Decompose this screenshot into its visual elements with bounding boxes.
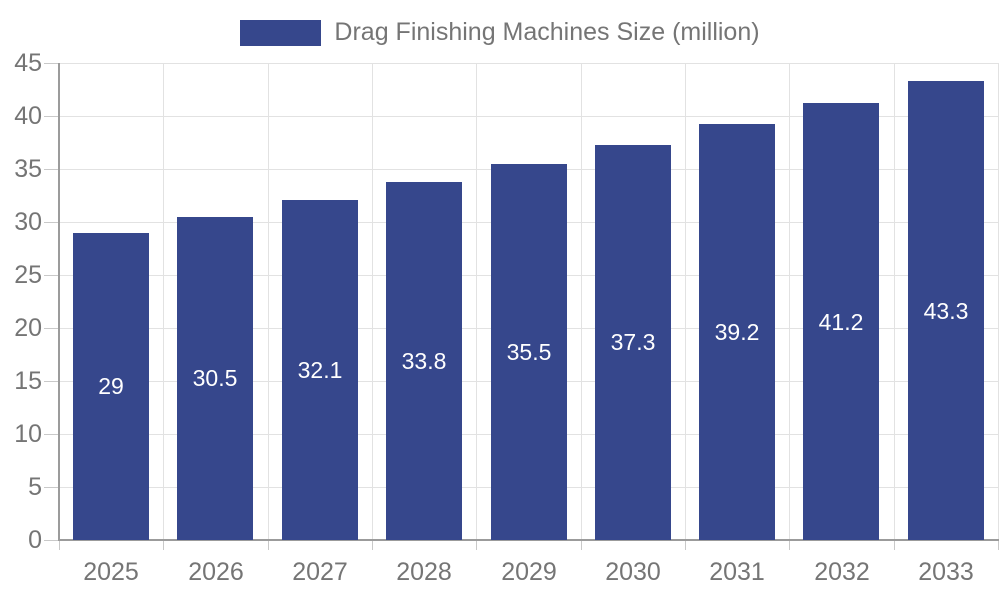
x-axis-line	[58, 539, 999, 541]
y-axis-tick	[44, 222, 59, 223]
y-axis-tick-label: 0	[28, 526, 42, 554]
y-axis-tick	[44, 381, 59, 382]
gridline-horizontal	[59, 63, 998, 64]
y-axis-tick	[44, 116, 59, 117]
y-axis-tick-label: 25	[14, 261, 42, 289]
x-axis-tick-label: 2033	[918, 558, 974, 586]
gridline-vertical	[163, 63, 164, 540]
gridline-horizontal	[59, 116, 998, 117]
legend-swatch	[240, 19, 322, 46]
y-axis-tick-label: 20	[14, 314, 42, 342]
gridline-vertical	[998, 63, 999, 540]
y-axis-tick-label: 30	[14, 208, 42, 236]
bar-2026	[177, 217, 253, 540]
bar-value-label: 30.5	[192, 365, 238, 391]
y-axis-tick	[44, 169, 59, 170]
y-axis-tick	[44, 328, 59, 329]
x-axis-tick-label: 2026	[188, 558, 244, 586]
bar-value-label: 39.2	[714, 319, 760, 345]
x-axis-tick-label: 2025	[83, 558, 139, 586]
bar-2025	[73, 233, 149, 540]
x-axis-tick-label: 2031	[709, 558, 765, 586]
x-axis-tick	[59, 540, 60, 550]
gridline-vertical	[268, 63, 269, 540]
y-axis-tick-label: 5	[28, 473, 42, 501]
y-axis-tick	[44, 63, 59, 64]
bar-value-label: 29	[98, 373, 124, 399]
gridline-vertical	[476, 63, 477, 540]
y-axis-tick	[44, 434, 59, 435]
bar-value-label: 32.1	[297, 357, 343, 383]
gridline-vertical	[685, 63, 686, 540]
y-axis-tick-label: 10	[14, 420, 42, 448]
y-axis-tick	[44, 275, 59, 276]
x-axis-tick	[268, 540, 269, 550]
bar-value-label: 35.5	[506, 339, 552, 365]
x-axis-tick	[476, 540, 477, 550]
bar-value-label: 41.2	[818, 309, 864, 335]
bar-value-label: 37.3	[610, 329, 656, 355]
x-axis-tick	[685, 540, 686, 550]
bar-2029	[491, 164, 567, 540]
x-axis-tick	[894, 540, 895, 550]
legend-label: Drag Finishing Machines Size (million)	[334, 18, 760, 46]
y-axis-line	[58, 63, 60, 540]
bar-value-label: 33.8	[401, 348, 447, 374]
y-axis-tick	[44, 487, 59, 488]
x-axis-tick	[789, 540, 790, 550]
gridline-vertical	[372, 63, 373, 540]
bar-2030	[595, 145, 671, 540]
gridline-vertical	[894, 63, 895, 540]
bar-2033	[908, 81, 984, 540]
bar-value-label: 43.3	[923, 298, 969, 324]
x-axis-tick	[163, 540, 164, 550]
x-axis-tick-label: 2027	[292, 558, 348, 586]
x-axis-tick-label: 2032	[814, 558, 870, 586]
y-axis-tick-label: 15	[14, 367, 42, 395]
x-axis-tick	[998, 540, 999, 550]
x-axis-tick	[581, 540, 582, 550]
y-axis-tick-label: 35	[14, 155, 42, 183]
y-axis-tick-label: 45	[14, 49, 42, 77]
bar-2028	[386, 182, 462, 540]
x-axis-tick-label: 2028	[396, 558, 452, 586]
bar-2027	[282, 200, 358, 540]
gridline-vertical	[581, 63, 582, 540]
bar-2031	[699, 124, 775, 540]
legend: Drag Finishing Machines Size (million)	[0, 19, 1000, 46]
x-axis-tick	[372, 540, 373, 550]
x-axis-tick-label: 2030	[605, 558, 661, 586]
y-axis-tick	[44, 540, 59, 541]
x-axis-tick-label: 2029	[501, 558, 557, 586]
legend-item[interactable]: Drag Finishing Machines Size (million)	[240, 18, 760, 46]
bar-2032	[803, 103, 879, 540]
y-axis-tick-label: 40	[14, 102, 42, 130]
gridline-vertical	[789, 63, 790, 540]
